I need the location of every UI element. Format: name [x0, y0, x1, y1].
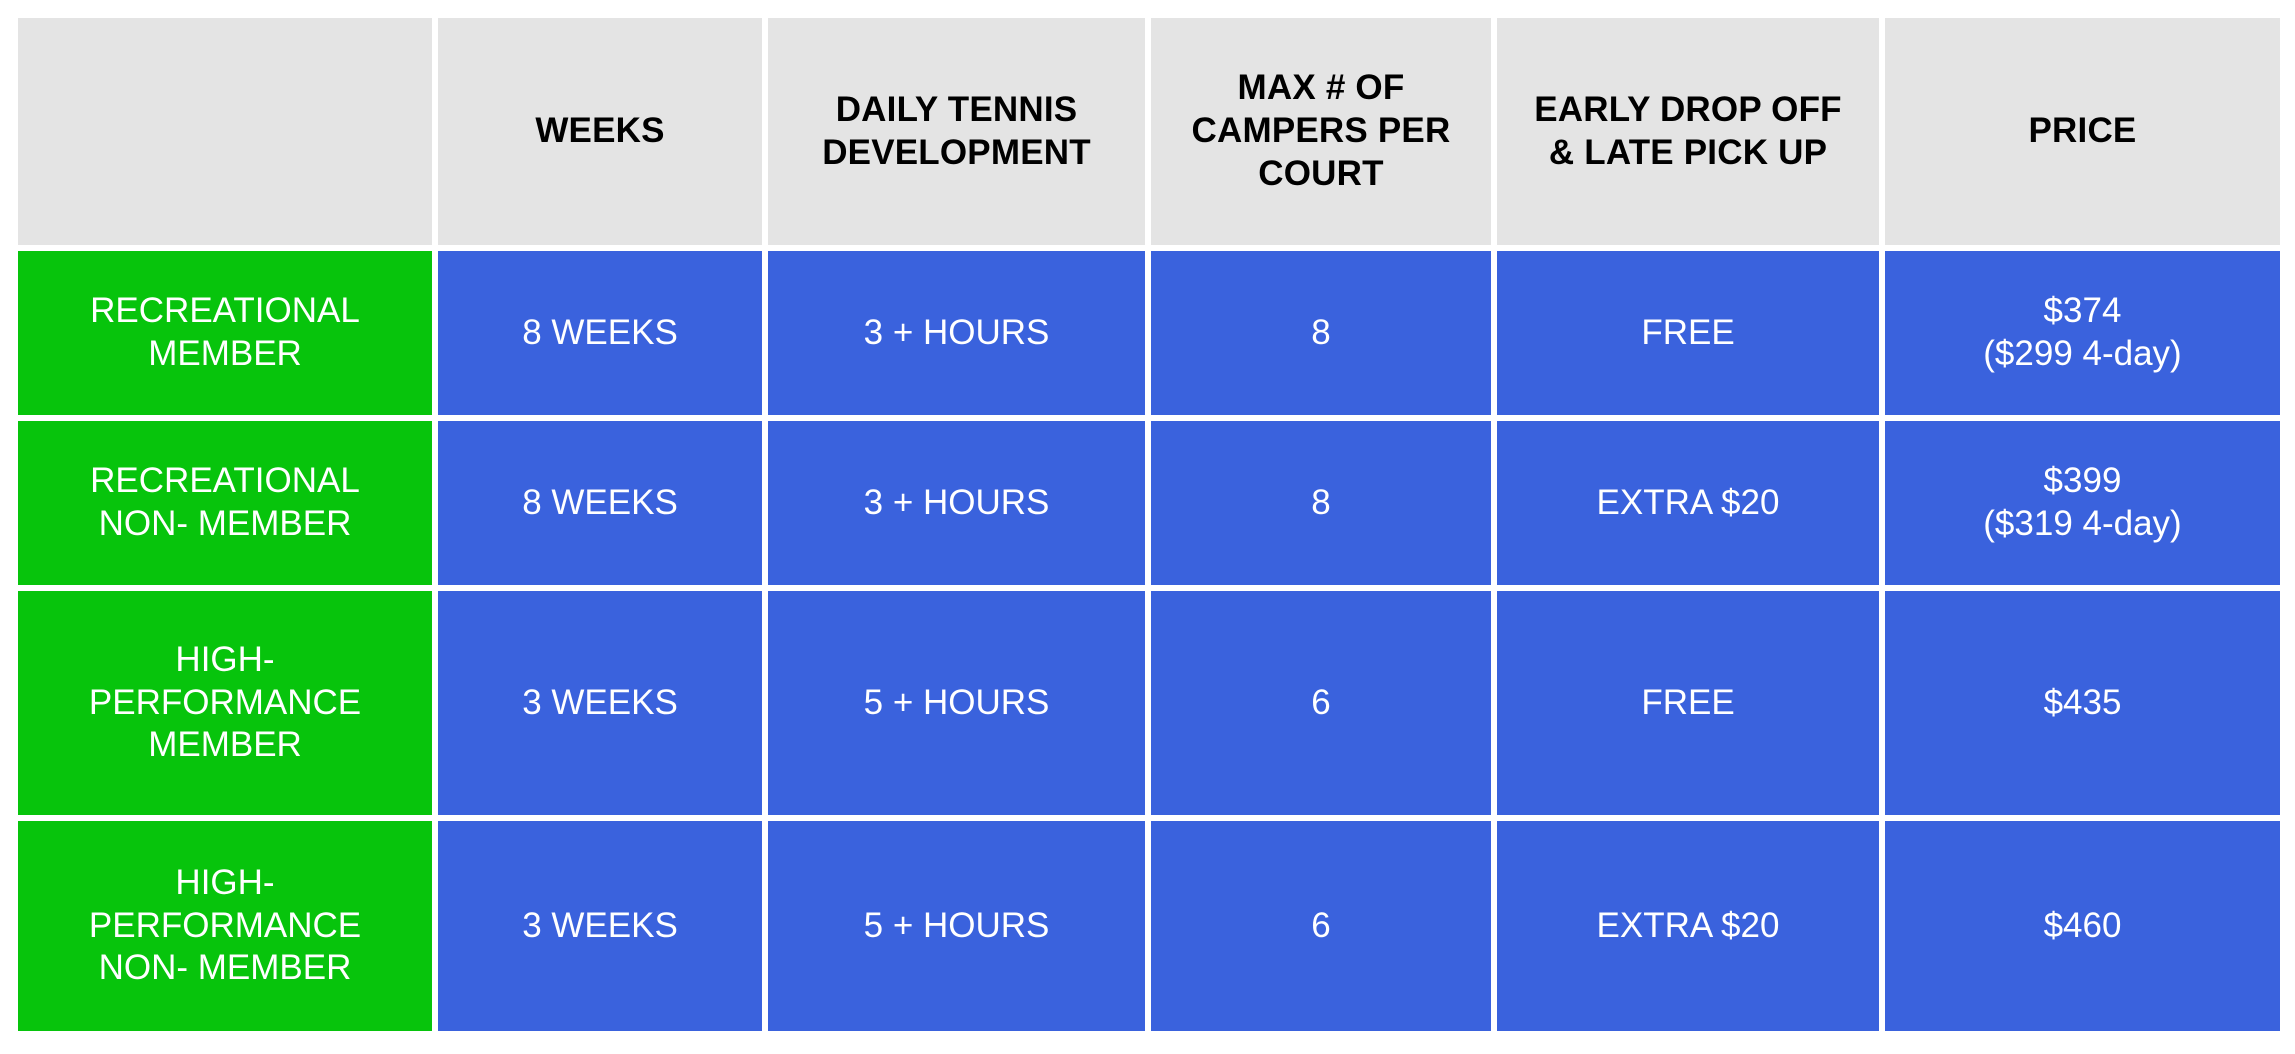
- table-row-category-cell: HIGH- PERFORMANCE NON- MEMBER: [15, 818, 435, 1034]
- row-3-weeks: 3 WEEKS: [522, 682, 678, 722]
- row-3-max-campers-per-court: 6: [1311, 682, 1331, 722]
- table-header-corner-blank: [15, 15, 435, 248]
- table-header-daily-tennis-development: DAILY TENNIS DEVELOPMENT: [765, 15, 1148, 248]
- table-row-daily-tennis-development-cell: 3 + HOURS: [765, 248, 1148, 418]
- row-4-early-drop-off-late-pick-up: EXTRA $20: [1596, 905, 1780, 945]
- row-1-early-drop-off-late-pick-up: FREE: [1641, 312, 1735, 352]
- row-3-price: $435: [2043, 682, 2122, 722]
- table-header-early-drop-off-late-pick-up: EARLY DROP OFF & LATE PICK UP: [1494, 15, 1882, 248]
- table-row-weeks-cell: 8 WEEKS: [435, 418, 765, 588]
- row-4-max-campers-per-court: 6: [1311, 905, 1331, 945]
- table-row-max-campers-per-court-cell: 6: [1148, 588, 1494, 818]
- table-row-early-drop-off-late-pick-up-cell: FREE: [1494, 248, 1882, 418]
- table-header-max-campers-per-court: MAX # OF CAMPERS PER COURT: [1148, 15, 1494, 248]
- table-header-weeks: WEEKS: [435, 15, 765, 248]
- row-3-category: HIGH- PERFORMANCE MEMBER: [88, 639, 362, 765]
- table-row-max-campers-per-court-cell: 6: [1148, 818, 1494, 1034]
- table-row-weeks-cell: 3 WEEKS: [435, 818, 765, 1034]
- table-row-price-cell: $399 ($319 4-day): [1882, 418, 2283, 588]
- table-row-daily-tennis-development-cell: 5 + HOURS: [765, 588, 1148, 818]
- table-row-early-drop-off-late-pick-up-cell: FREE: [1494, 588, 1882, 818]
- row-2-weeks: 8 WEEKS: [522, 482, 678, 522]
- table-row-price-cell: $374 ($299 4-day): [1882, 248, 2283, 418]
- table-row-early-drop-off-late-pick-up-cell: EXTRA $20: [1494, 418, 1882, 588]
- table-row-max-campers-per-court-cell: 8: [1148, 248, 1494, 418]
- row-2-early-drop-off-late-pick-up: EXTRA $20: [1596, 482, 1780, 522]
- row-4-category: HIGH- PERFORMANCE NON- MEMBER: [88, 862, 362, 988]
- row-4-weeks: 3 WEEKS: [522, 905, 678, 945]
- row-2-category: RECREATIONAL NON- MEMBER: [90, 461, 360, 543]
- row-3-daily-tennis-development: 5 + HOURS: [863, 682, 1050, 722]
- row-2-price: $399 ($319 4-day): [1983, 461, 2182, 543]
- table-header-early-drop-off-late-pick-up-label: EARLY DROP OFF & LATE PICK UP: [1534, 89, 1842, 172]
- table-header-weeks-label: WEEKS: [535, 111, 665, 151]
- table-row-weeks-cell: 3 WEEKS: [435, 588, 765, 818]
- row-1-max-campers-per-court: 8: [1311, 312, 1331, 352]
- row-1-category: RECREATIONAL MEMBER: [90, 291, 360, 373]
- table-row-daily-tennis-development-cell: 3 + HOURS: [765, 418, 1148, 588]
- table-row-category-cell: RECREATIONAL NON- MEMBER: [15, 418, 435, 588]
- row-4-daily-tennis-development: 5 + HOURS: [863, 905, 1050, 945]
- row-1-daily-tennis-development: 3 + HOURS: [863, 312, 1050, 352]
- row-4-price: $460: [2043, 905, 2122, 945]
- table-row-category-cell: HIGH- PERFORMANCE MEMBER: [15, 588, 435, 818]
- table-row-max-campers-per-court-cell: 8: [1148, 418, 1494, 588]
- table-header-max-campers-per-court-label: MAX # OF CAMPERS PER COURT: [1191, 68, 1451, 193]
- row-1-price: $374 ($299 4-day): [1983, 291, 2182, 373]
- table-header-daily-tennis-development-label: DAILY TENNIS DEVELOPMENT: [822, 89, 1091, 172]
- table-row-daily-tennis-development-cell: 5 + HOURS: [765, 818, 1148, 1034]
- row-2-max-campers-per-court: 8: [1311, 482, 1331, 522]
- row-1-weeks: 8 WEEKS: [522, 312, 678, 352]
- table-row-price-cell: $435: [1882, 588, 2283, 818]
- table-row-early-drop-off-late-pick-up-cell: EXTRA $20: [1494, 818, 1882, 1034]
- table-header-price: PRICE: [1882, 15, 2283, 248]
- table-row-category-cell: RECREATIONAL MEMBER: [15, 248, 435, 418]
- table-row-price-cell: $460: [1882, 818, 2283, 1034]
- row-3-early-drop-off-late-pick-up: FREE: [1641, 682, 1735, 722]
- table-row-weeks-cell: 8 WEEKS: [435, 248, 765, 418]
- table-header-price-label: PRICE: [2028, 111, 2137, 151]
- row-2-daily-tennis-development: 3 + HOURS: [863, 482, 1050, 522]
- pricing-comparison-table: WEEKS DAILY TENNIS DEVELOPMENT MAX # OF …: [15, 15, 2283, 1034]
